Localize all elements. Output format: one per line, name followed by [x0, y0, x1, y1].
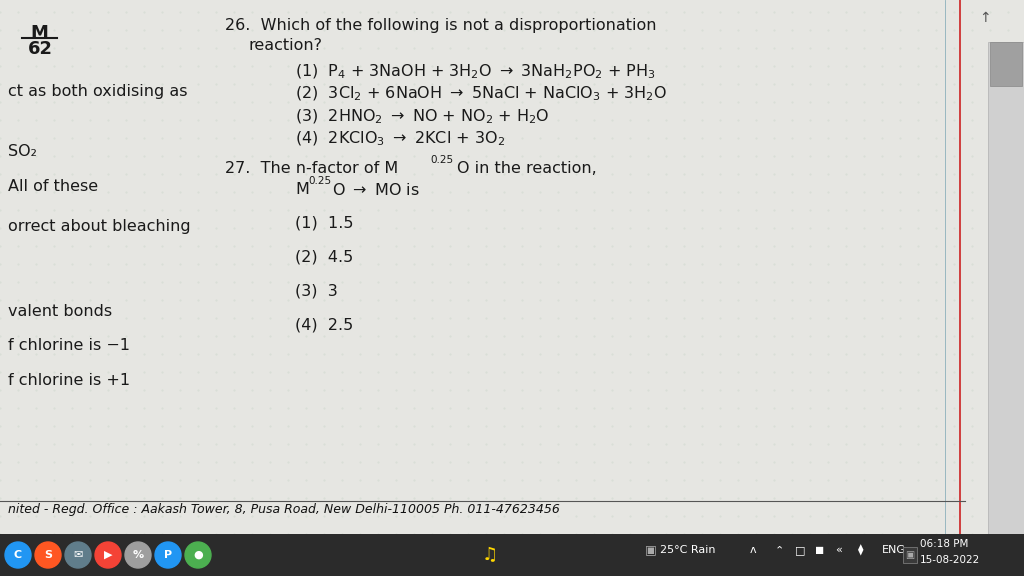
Text: ct as both oxidising as: ct as both oxidising as: [8, 84, 187, 99]
Text: S: S: [44, 550, 52, 560]
Text: ⧫: ⧫: [858, 544, 863, 556]
Text: (3)  3: (3) 3: [295, 284, 338, 299]
Text: ◼: ◼: [815, 545, 824, 555]
Circle shape: [185, 542, 211, 568]
Text: f chlorine is +1: f chlorine is +1: [8, 373, 130, 388]
Text: P: P: [164, 550, 172, 560]
Text: (4)  2KClO$_3$ $\rightarrow$ 2KCl + 3O$_2$: (4) 2KClO$_3$ $\rightarrow$ 2KCl + 3O$_2…: [295, 130, 505, 149]
Text: f chlorine is −1: f chlorine is −1: [8, 338, 130, 353]
Text: O $\rightarrow$ MO is: O $\rightarrow$ MO is: [332, 182, 420, 198]
Text: ↑: ↑: [979, 11, 991, 25]
Text: reaction?: reaction?: [248, 38, 322, 53]
Bar: [990, 42, 1022, 86]
Text: 15-08-2022: 15-08-2022: [920, 555, 980, 565]
Text: 26.  Which of the following is not a disproportionation: 26. Which of the following is not a disp…: [225, 18, 656, 33]
Bar: [988, 42, 1024, 534]
Text: «: «: [835, 545, 842, 555]
Text: O in the reaction,: O in the reaction,: [457, 161, 597, 176]
Text: valent bonds: valent bonds: [8, 304, 112, 319]
Circle shape: [65, 542, 91, 568]
Text: (2)  3Cl$_2$ + 6NaOH $\rightarrow$ 5NaCl + NaClO$_3$ + 3H$_2$O: (2) 3Cl$_2$ + 6NaOH $\rightarrow$ 5NaCl …: [295, 85, 667, 104]
Circle shape: [125, 542, 151, 568]
Circle shape: [155, 542, 181, 568]
Text: %: %: [132, 550, 143, 560]
Text: ●: ●: [194, 550, 203, 560]
Circle shape: [35, 542, 61, 568]
Text: (2)  4.5: (2) 4.5: [295, 250, 353, 265]
Circle shape: [5, 542, 31, 568]
Text: (3)  2HNO$_2$ $\rightarrow$ NO + NO$_2$ + H$_2$O: (3) 2HNO$_2$ $\rightarrow$ NO + NO$_2$ +…: [295, 108, 550, 126]
Text: M: M: [295, 182, 309, 197]
Text: 0.25: 0.25: [430, 155, 454, 165]
Text: All of these: All of these: [8, 179, 98, 194]
Circle shape: [95, 542, 121, 568]
Text: ▣: ▣: [645, 544, 656, 556]
Text: 0.25: 0.25: [308, 176, 331, 186]
Text: (1)  P$_4$ + 3NaOH + 3H$_2$O $\rightarrow$ 3NaH$_2$PO$_2$ + PH$_3$: (1) P$_4$ + 3NaOH + 3H$_2$O $\rightarrow…: [295, 63, 656, 81]
Text: □: □: [795, 545, 806, 555]
Text: ♫: ♫: [482, 546, 498, 564]
Text: ▶: ▶: [103, 550, 113, 560]
Text: nited - Regd. Office : Aakash Tower, 8, Pusa Road, New Delhi-110005 Ph. 011-4762: nited - Regd. Office : Aakash Tower, 8, …: [8, 503, 560, 516]
Text: orrect about bleaching: orrect about bleaching: [8, 219, 190, 234]
Text: C: C: [14, 550, 23, 560]
Text: SO₂: SO₂: [8, 144, 37, 159]
Bar: [0, 534, 1024, 576]
Text: (1)  1.5: (1) 1.5: [295, 216, 353, 231]
Text: ⌃: ⌃: [775, 545, 784, 555]
Text: 06:18 PM: 06:18 PM: [920, 539, 969, 549]
Text: 62: 62: [28, 40, 53, 58]
Text: ▣: ▣: [905, 550, 914, 560]
Bar: [903, 547, 918, 563]
Text: ✉: ✉: [74, 550, 83, 560]
Text: M: M: [30, 24, 48, 42]
Text: (4)  2.5: (4) 2.5: [295, 318, 353, 333]
Text: 27.  The n-factor of M: 27. The n-factor of M: [225, 161, 398, 176]
Text: 25°C Rain: 25°C Rain: [660, 545, 716, 555]
Text: ʌ: ʌ: [750, 545, 757, 555]
Text: ENG: ENG: [882, 545, 906, 555]
